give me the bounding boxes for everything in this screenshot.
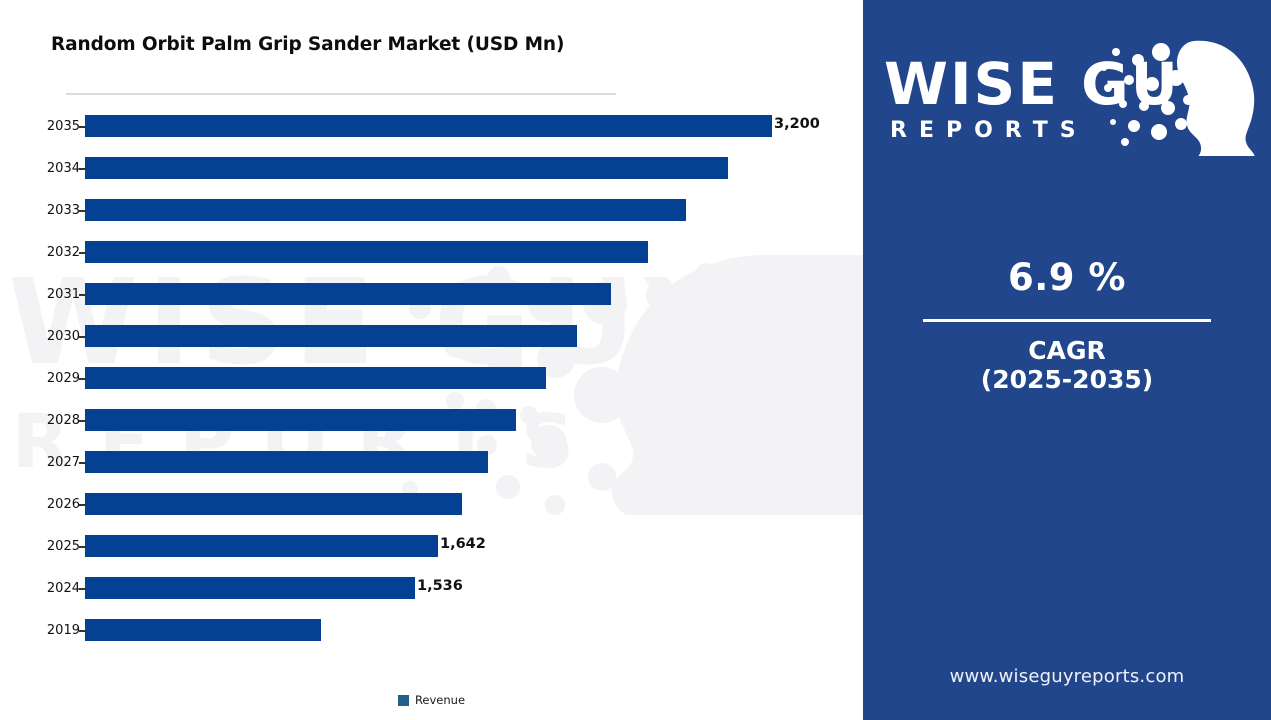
bar-row: 2031	[0, 278, 863, 320]
chart-title: Random Orbit Palm Grip Sander Market (US…	[51, 34, 565, 55]
bar-row: 2033	[0, 194, 863, 236]
bar-category-label: 2027	[46, 455, 80, 470]
brand-panel: WISE GUY REPORTS	[863, 0, 1271, 720]
axis-tick	[79, 546, 85, 548]
bar-revenue[interactable]	[85, 409, 516, 431]
bar-value-label: 1,536	[417, 578, 463, 594]
bar-row: 2024 1,536	[0, 572, 863, 614]
axis-tick	[79, 630, 85, 632]
legend-swatch-revenue	[397, 694, 409, 706]
bar-row: 2028	[0, 404, 863, 446]
bar-revenue[interactable]	[85, 325, 577, 347]
bar-category-label: 2031	[46, 287, 80, 302]
bar-value-label: 1,642	[440, 536, 486, 552]
title-divider	[66, 93, 616, 95]
bar-revenue[interactable]	[85, 493, 462, 515]
bar-revenue[interactable]	[85, 451, 488, 473]
bar-category-label: 2034	[46, 161, 80, 176]
axis-tick	[79, 336, 85, 338]
axis-tick	[79, 504, 85, 506]
bar-row: 2035 3,200	[0, 110, 863, 152]
bar-row: 2034	[0, 152, 863, 194]
axis-tick	[79, 210, 85, 212]
bar-revenue[interactable]	[85, 577, 415, 599]
bar-row: 2032	[0, 236, 863, 278]
bar-row: 2030	[0, 320, 863, 362]
bar-category-label: 2032	[46, 245, 80, 260]
axis-tick	[79, 168, 85, 170]
bar-chart-plot-area: 2035 3,200 2034 2033 2032 2031 2030 2029 2028 202…	[0, 110, 863, 660]
chart-legend: Revenue	[0, 693, 863, 707]
bar-row: 2027	[0, 446, 863, 488]
bar-revenue[interactable]	[85, 115, 772, 137]
bar-category-label: 2025	[46, 539, 80, 554]
axis-tick	[79, 294, 85, 296]
bar-revenue[interactable]	[85, 367, 546, 389]
bar-row: 2026	[0, 488, 863, 530]
chart-panel: WISE GUY REPORTS	[0, 34, 863, 707]
cagr-block: 6.9 % CAGR (2025-2035)	[863, 256, 1271, 395]
bar-revenue[interactable]	[85, 535, 438, 557]
bar-row: 2019	[0, 614, 863, 656]
bar-row: 2025 1,642	[0, 530, 863, 572]
wiseguy-reports-logo-icon: WISE GUY REPORTS	[876, 38, 1258, 156]
axis-tick	[79, 126, 85, 128]
bar-category-label: 2033	[46, 203, 80, 218]
bar-category-label: 2030	[46, 329, 80, 344]
cagr-value: 6.9 %	[1008, 256, 1126, 299]
bar-category-label: 2028	[46, 413, 80, 428]
legend-label-revenue: Revenue	[414, 693, 466, 707]
svg-text:REPORTS: REPORTS	[890, 118, 1088, 143]
bar-category-label: 2026	[46, 497, 80, 512]
bar-row: 2029	[0, 362, 863, 404]
axis-tick	[79, 378, 85, 380]
bar-category-label: 2024	[46, 581, 80, 596]
bar-category-label: 2035	[46, 119, 80, 134]
axis-tick	[79, 588, 85, 590]
bar-revenue[interactable]	[85, 619, 321, 641]
bar-category-label: 2019	[46, 623, 80, 638]
brand-website-url[interactable]: www.wiseguyreports.com	[949, 666, 1185, 687]
axis-tick	[79, 462, 85, 464]
cagr-divider	[923, 318, 1211, 322]
bar-revenue[interactable]	[85, 157, 728, 179]
bar-revenue[interactable]	[85, 199, 686, 221]
bar-value-label: 3,200	[774, 116, 820, 132]
bar-revenue[interactable]	[85, 241, 648, 263]
cagr-label: CAGR (2025-2035)	[980, 335, 1154, 395]
bar-revenue[interactable]	[85, 283, 611, 305]
bar-category-label: 2029	[46, 371, 80, 386]
axis-tick	[79, 420, 85, 422]
axis-tick	[79, 252, 85, 254]
